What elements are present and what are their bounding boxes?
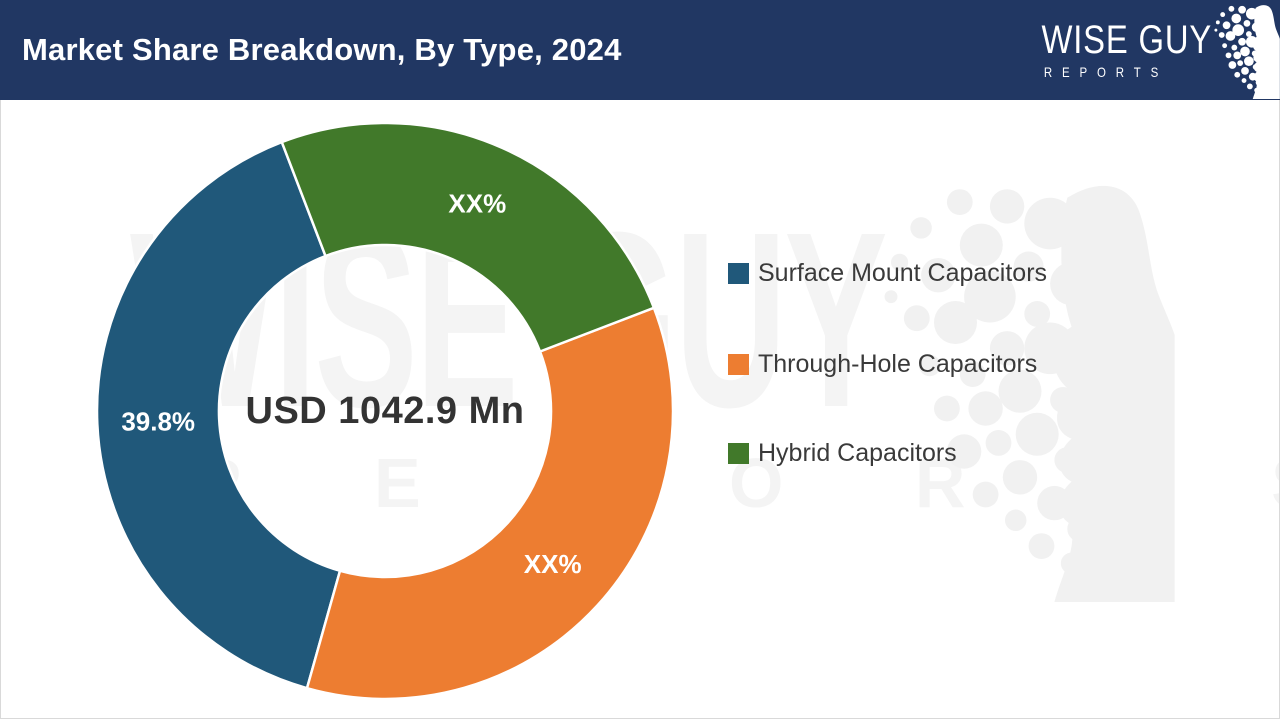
slice-value-label-2: XX% [448,189,506,219]
wise-guy-face-icon [1210,2,1280,99]
donut-segment-2[interactable] [280,121,656,353]
donut-segment-1[interactable] [305,306,675,701]
legend-item-hybrid[interactable]: Hybrid Capacitors [728,436,957,470]
slice-value-label-0: 39.8% [121,407,195,437]
legend-label: Hybrid Capacitors [758,439,957,467]
logo-subtitle: REPORTS [1043,64,1169,80]
wise-guy-logo: WISE GUY REPORTS [1004,0,1280,100]
donut-segment-0[interactable] [95,140,342,690]
legend-label: Surface Mount Capacitors [758,259,1048,287]
legend-item-surface-mount[interactable]: Surface Mount Capacitors [728,256,1047,290]
donut-center-value: USD 1042.9 Mn [246,390,525,432]
logo-name: WISE GUY [1041,18,1212,62]
header-bar: Market Share Breakdown, By Type, 2024 WI… [0,0,1280,100]
page-title: Market Share Breakdown, By Type, 2024 [22,32,622,67]
legend-swatch-blue [728,262,749,284]
legend-label: Through-Hole Capacitors [758,350,1038,378]
legend-item-through-hole[interactable]: Through-Hole Capacitors [728,347,1037,381]
legend-swatch-green [728,442,749,464]
legend-swatch-orange [728,353,749,375]
slice-value-label-1: XX% [524,549,582,579]
